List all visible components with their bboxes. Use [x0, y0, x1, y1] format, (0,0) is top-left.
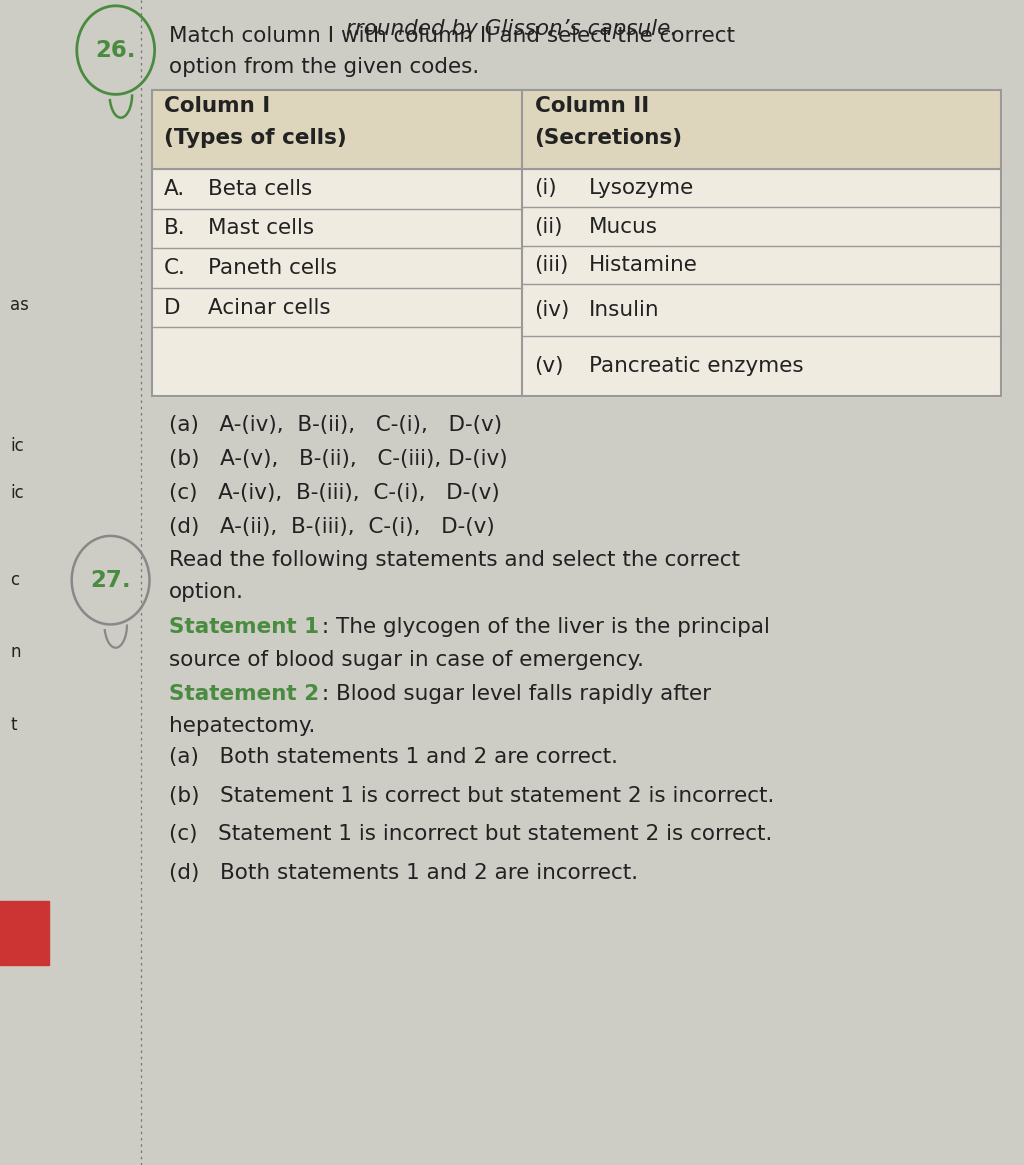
- Text: ic: ic: [10, 437, 24, 456]
- Text: Mucus: Mucus: [589, 217, 657, 236]
- Text: Mast cells: Mast cells: [208, 218, 314, 239]
- Bar: [0, 901, 49, 965]
- Text: option from the given codes.: option from the given codes.: [169, 57, 479, 77]
- Text: (Secretions): (Secretions): [535, 128, 683, 148]
- Text: rrounded by Glisson’s capsule.: rrounded by Glisson’s capsule.: [346, 19, 678, 38]
- Text: (c)   A-(iv),  B-(iii),  C-(i),   D-(v): (c) A-(iv), B-(iii), C-(i), D-(v): [169, 482, 500, 503]
- Text: (ii): (ii): [535, 217, 563, 236]
- Text: Acinar cells: Acinar cells: [208, 297, 331, 318]
- Text: Statement 1: Statement 1: [169, 617, 319, 637]
- Text: ic: ic: [10, 483, 24, 502]
- Text: (i): (i): [535, 178, 557, 198]
- Text: (d)   Both statements 1 and 2 are incorrect.: (d) Both statements 1 and 2 are incorrec…: [169, 862, 638, 883]
- Text: Insulin: Insulin: [589, 299, 659, 320]
- Text: (iii): (iii): [535, 255, 569, 275]
- Text: (iv): (iv): [535, 299, 570, 320]
- Text: (v): (v): [535, 355, 564, 376]
- Text: (d)   A-(ii),  B-(iii),  C-(i),   D-(v): (d) A-(ii), B-(iii), C-(i), D-(v): [169, 516, 495, 537]
- Text: (c)   Statement 1 is incorrect but statement 2 is correct.: (c) Statement 1 is incorrect but stateme…: [169, 824, 772, 845]
- Text: n: n: [10, 643, 20, 662]
- Text: Beta cells: Beta cells: [208, 178, 312, 199]
- Text: C.: C.: [164, 257, 185, 278]
- Text: (a)   A-(iv),  B-(ii),   C-(i),   D-(v): (a) A-(iv), B-(ii), C-(i), D-(v): [169, 415, 502, 436]
- Bar: [522, 90, 1001, 169]
- Text: 27.: 27.: [90, 569, 131, 592]
- Text: Pancreatic enzymes: Pancreatic enzymes: [589, 355, 804, 376]
- Text: D: D: [164, 297, 180, 318]
- Bar: [152, 90, 1001, 396]
- Text: Histamine: Histamine: [589, 255, 697, 275]
- Text: : Blood sugar level falls rapidly after: : Blood sugar level falls rapidly after: [315, 684, 712, 704]
- Text: (a)   Both statements 1 and 2 are correct.: (a) Both statements 1 and 2 are correct.: [169, 747, 617, 768]
- Text: c: c: [10, 571, 19, 589]
- Text: Column I: Column I: [164, 96, 270, 115]
- Text: Lysozyme: Lysozyme: [589, 178, 694, 198]
- Text: (b)   A-(v),   B-(ii),   C-(iii), D-(iv): (b) A-(v), B-(ii), C-(iii), D-(iv): [169, 449, 508, 469]
- Text: 26.: 26.: [95, 38, 136, 62]
- Text: as: as: [10, 296, 29, 315]
- Text: Column II: Column II: [535, 96, 649, 115]
- Text: hepatectomy.: hepatectomy.: [169, 716, 315, 736]
- Text: (b)   Statement 1 is correct but statement 2 is incorrect.: (b) Statement 1 is correct but statement…: [169, 785, 774, 806]
- Bar: [152, 90, 522, 169]
- Text: : The glycogen of the liver is the principal: : The glycogen of the liver is the princ…: [315, 617, 770, 637]
- Text: Statement 2: Statement 2: [169, 684, 319, 704]
- Text: Read the following statements and select the correct: Read the following statements and select…: [169, 550, 740, 570]
- Text: option.: option.: [169, 582, 244, 602]
- Text: Match column I with column II and select the correct: Match column I with column II and select…: [169, 26, 735, 45]
- Text: B.: B.: [164, 218, 185, 239]
- Text: (Types of cells): (Types of cells): [164, 128, 346, 148]
- Text: A.: A.: [164, 178, 185, 199]
- Text: Paneth cells: Paneth cells: [208, 257, 337, 278]
- Bar: [152, 90, 1001, 396]
- Text: source of blood sugar in case of emergency.: source of blood sugar in case of emergen…: [169, 650, 644, 670]
- Text: t: t: [10, 715, 16, 734]
